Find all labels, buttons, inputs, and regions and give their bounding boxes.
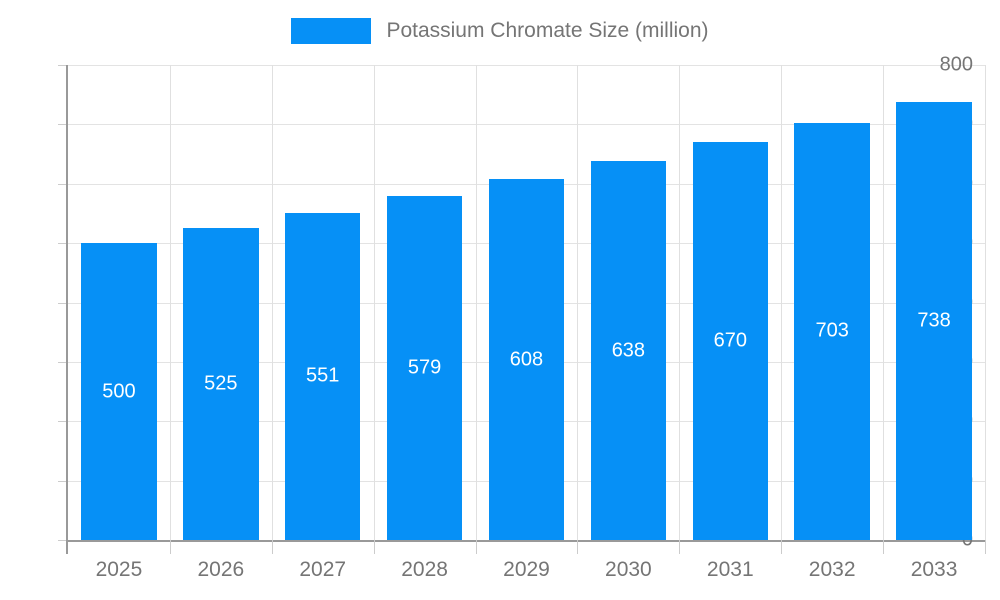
x-tick	[475, 540, 477, 554]
bar: 638	[590, 161, 667, 540]
x-gridline	[781, 65, 783, 540]
bar: 738	[896, 101, 972, 540]
bar-value-label: 500	[102, 380, 136, 403]
bar: 579	[386, 196, 463, 540]
x-tick	[271, 540, 273, 554]
y-tick	[58, 540, 66, 541]
x-tick	[781, 540, 783, 554]
legend-label: Potassium Chromate Size (million)	[386, 19, 709, 42]
x-gridline	[271, 65, 273, 540]
bar-value-label: 738	[917, 309, 951, 332]
y-axis-line	[66, 65, 68, 554]
bar: 551	[285, 212, 361, 540]
x-axis-label: 2032	[808, 558, 856, 581]
x-gridline	[373, 65, 375, 540]
y-tick	[58, 243, 66, 245]
bar-value-label: 525	[204, 372, 238, 395]
x-tick	[883, 540, 885, 554]
bar: 500	[81, 243, 157, 540]
bar-value-label: 579	[407, 356, 442, 379]
x-axis-label: 2033	[910, 558, 958, 581]
x-tick	[577, 540, 579, 554]
legend-swatch	[291, 18, 372, 44]
y-tick	[58, 480, 66, 482]
x-axis-label: 2026	[197, 558, 245, 581]
bar: 525	[183, 228, 259, 540]
bar: 703	[794, 122, 870, 540]
y-tick	[58, 124, 66, 126]
x-tick	[169, 540, 171, 554]
x-tick	[373, 540, 375, 554]
bar-value-label: 608	[509, 348, 544, 370]
y-tick	[58, 183, 66, 185]
y-gridline	[68, 124, 985, 126]
x-axis-label: 2030	[605, 558, 652, 581]
plot-area: 0100200300400500600700800500202552520265…	[58, 54, 986, 581]
y-tick	[58, 361, 66, 363]
y-tick	[58, 421, 66, 423]
x-gridline	[883, 65, 885, 540]
x-gridline	[679, 65, 681, 540]
x-axis-label: 2031	[706, 558, 754, 581]
x-gridline	[577, 65, 579, 540]
x-axis-label: 2025	[95, 558, 143, 581]
x-axis-label: 2028	[401, 558, 448, 581]
y-tick	[58, 302, 66, 304]
bar-value-label: 703	[815, 319, 849, 342]
x-gridline	[475, 65, 477, 540]
x-gridline	[985, 65, 986, 540]
legend: Potassium Chromate Size (million)	[0, 18, 1000, 44]
x-axis-label: 2027	[299, 558, 347, 581]
x-axis-line	[66, 540, 985, 542]
bar-value-label: 638	[611, 339, 646, 362]
x-tick	[679, 540, 681, 554]
bar-value-label: 551	[306, 364, 340, 387]
x-gridline	[169, 65, 171, 540]
bar-value-label: 670	[713, 329, 747, 352]
x-axis-label: 2029	[503, 558, 550, 581]
bar: 608	[488, 179, 565, 540]
y-gridline	[68, 65, 985, 66]
y-tick	[58, 65, 66, 66]
bar: 670	[692, 142, 768, 540]
y-axis-label: 800	[939, 53, 973, 76]
x-tick	[985, 540, 986, 554]
